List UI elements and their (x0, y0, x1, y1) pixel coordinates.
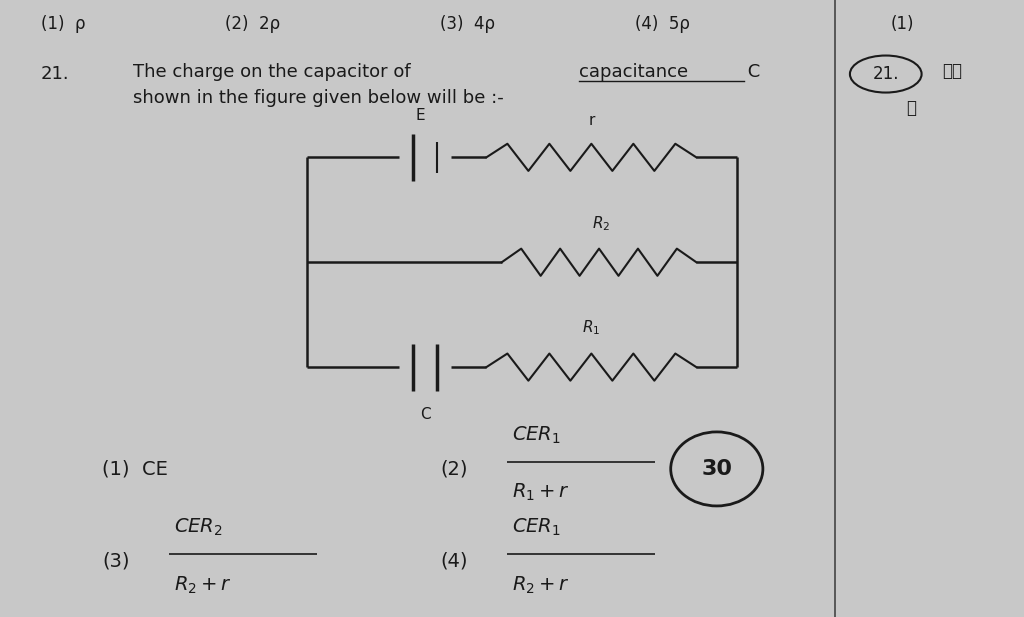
Text: (4): (4) (440, 552, 468, 571)
Text: (3)  4ρ: (3) 4ρ (440, 15, 496, 33)
Text: r: r (588, 113, 595, 128)
Text: (1)  CE: (1) CE (102, 460, 168, 478)
Text: $R_2+r$: $R_2+r$ (174, 574, 231, 595)
Text: $R_2+r$: $R_2+r$ (512, 574, 569, 595)
Text: shown in the figure given below will be :-: shown in the figure given below will be … (133, 89, 504, 107)
Text: $R_2$: $R_2$ (593, 214, 610, 233)
Text: $CER_1$: $CER_1$ (512, 517, 561, 538)
Text: capacitance: capacitance (579, 63, 688, 81)
Text: (3): (3) (102, 552, 130, 571)
Text: अ: अ (906, 99, 916, 117)
Text: $R_1+r$: $R_1+r$ (512, 482, 569, 503)
Text: (1): (1) (891, 15, 914, 33)
Text: (1)  ρ: (1) ρ (41, 15, 85, 33)
Text: $R_1$: $R_1$ (583, 319, 600, 337)
Text: The charge on the capacitor of: The charge on the capacitor of (133, 63, 417, 81)
Text: $CER_2$: $CER_2$ (174, 517, 223, 538)
Text: E: E (415, 109, 425, 123)
Text: $CER_1$: $CER_1$ (512, 424, 561, 445)
Text: 21.: 21. (872, 65, 899, 83)
Text: C: C (742, 63, 761, 81)
Text: 21.: 21. (41, 65, 70, 83)
Text: (2): (2) (440, 460, 468, 478)
Text: नी: नी (942, 62, 963, 80)
Text: C: C (420, 407, 430, 422)
Text: 30: 30 (701, 459, 732, 479)
Text: (4)  5ρ: (4) 5ρ (635, 15, 690, 33)
Text: (2)  2ρ: (2) 2ρ (225, 15, 281, 33)
